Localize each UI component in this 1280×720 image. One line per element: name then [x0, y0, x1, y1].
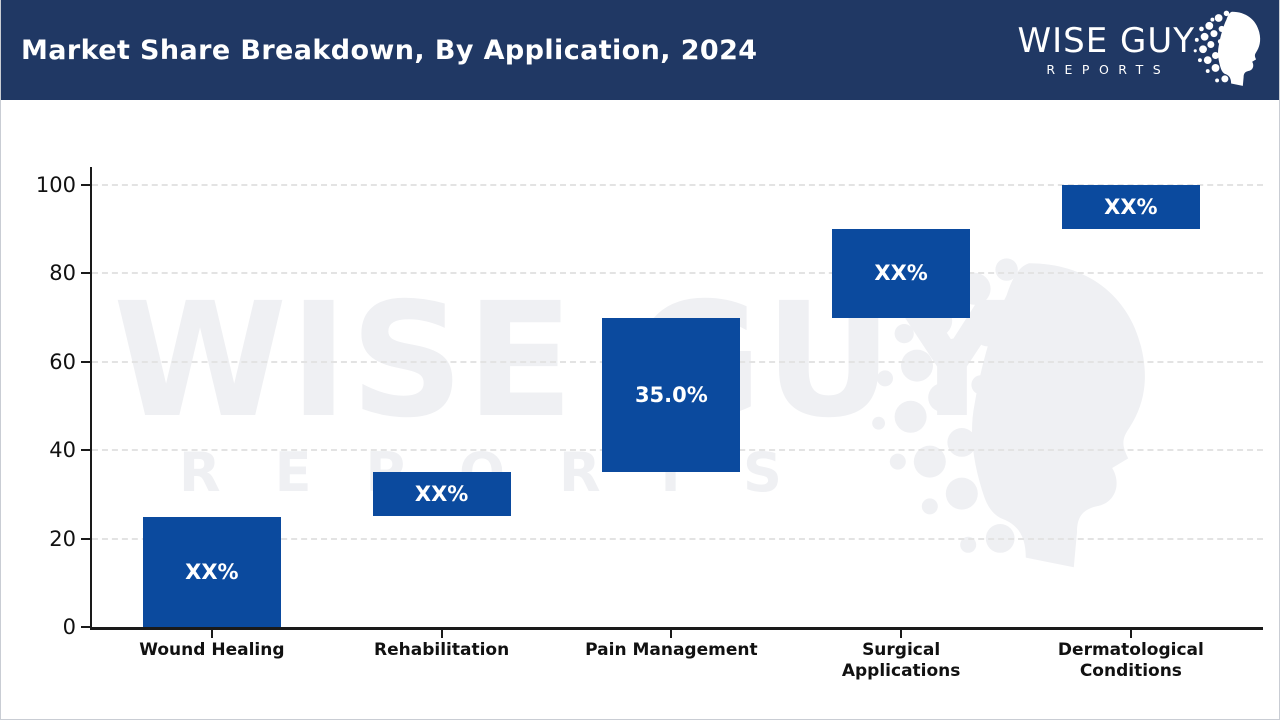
x-category-label: Pain Management [585, 640, 758, 660]
y-tick-40 [81, 449, 90, 452]
bar-dermatological-conditions [1061, 185, 1200, 230]
bar-pain-management [602, 317, 741, 473]
y-tick-label-20: 20 [49, 526, 76, 551]
gridline-100 [92, 184, 1263, 186]
y-tick-80 [81, 272, 90, 275]
y-tick-60 [81, 360, 90, 363]
bar-value-label: XX% [185, 559, 239, 584]
x-tick-4 [1129, 629, 1132, 638]
gridline-20 [92, 537, 1263, 540]
page-title: Market Share Breakdown, By Application, … [21, 34, 758, 66]
wiseguy-logo: WISE GUY REPORTS [1017, 7, 1267, 93]
x-category-label: Dermatological Conditions [1057, 640, 1204, 682]
y-tick-100 [81, 184, 90, 186]
y-tick-label-60: 60 [49, 349, 76, 374]
y-tick-0 [81, 626, 90, 628]
gridline-80 [92, 272, 1263, 275]
bar-wound-healing [142, 516, 281, 627]
x-tick-1 [440, 629, 443, 638]
logo-wordmark: WISE GUY [1017, 20, 1195, 61]
x-category-label: Surgical Applications [841, 640, 961, 682]
y-axis-line [90, 167, 92, 629]
bar-value-label: XX% [1104, 195, 1158, 220]
bar-value-label: 35.0% [634, 382, 708, 407]
x-axis-line [90, 627, 1263, 630]
bar-rehabilitation [372, 472, 511, 517]
y-tick-20 [81, 537, 90, 540]
x-tick-3 [900, 629, 903, 638]
header: Market Share Breakdown, By Application, … [1, 0, 1279, 100]
y-tick-label-100: 100 [35, 173, 76, 197]
logo-head-icon [1193, 10, 1261, 86]
y-tick-label-40: 40 [49, 438, 76, 463]
x-tick-0 [210, 629, 213, 638]
x-tick-2 [670, 629, 673, 638]
bar-value-label: XX% [874, 261, 928, 286]
y-tick-label-0: 0 [62, 615, 76, 639]
x-category-label: Wound Healing [139, 640, 285, 660]
bar-value-label: XX% [414, 482, 469, 507]
logo-subtitle: REPORTS [1046, 61, 1171, 77]
x-category-label: Rehabilitation [374, 640, 510, 660]
y-tick-label-80: 80 [49, 261, 76, 286]
